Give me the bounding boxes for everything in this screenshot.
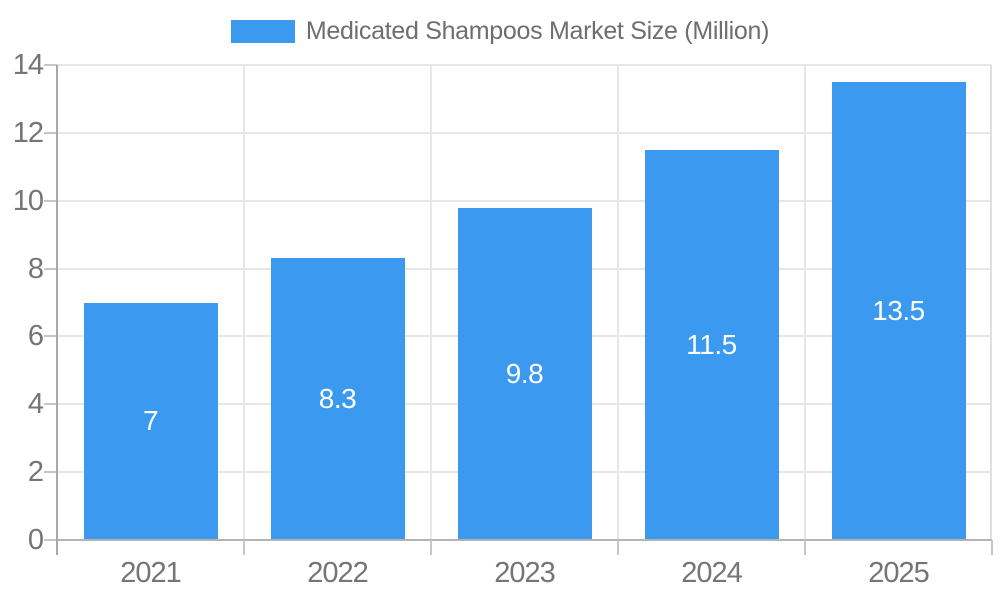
y-tick-label: 14 — [12, 49, 44, 81]
y-axis-tick — [44, 539, 57, 541]
bar[interactable]: 11.5 — [644, 149, 779, 540]
y-axis-tick — [44, 131, 57, 134]
x-axis-tick — [804, 540, 806, 555]
x-axis-tick — [243, 540, 245, 555]
h-gridline — [57, 199, 992, 202]
bar[interactable]: 9.8 — [457, 207, 592, 540]
x-axis-tick — [991, 540, 993, 555]
x-tick-label: 2025 — [868, 557, 930, 589]
y-axis-line — [56, 65, 58, 555]
y-axis-tick — [44, 335, 57, 338]
x-axis-tick — [430, 540, 432, 555]
x-axis-baseline — [57, 539, 992, 541]
bar-value-label: 9.8 — [505, 357, 544, 389]
legend[interactable]: Medicated Shampoos Market Size (Million) — [0, 17, 1000, 46]
plot-right-border — [990, 65, 992, 540]
bar[interactable]: 13.5 — [831, 81, 966, 540]
v-gridline — [243, 65, 245, 540]
h-gridline — [57, 131, 992, 134]
bar[interactable]: 7 — [83, 302, 218, 540]
bar-value-label: 11.5 — [686, 328, 737, 360]
v-gridline — [617, 65, 619, 540]
y-tick-label: 8 — [27, 252, 44, 285]
x-tick-label: 2022 — [307, 557, 369, 589]
y-tick-label: 2 — [27, 456, 44, 489]
bar-value-label: 13.5 — [872, 294, 925, 326]
v-gridline — [804, 65, 806, 540]
y-tick-label: 10 — [12, 184, 44, 217]
y-tick-label: 12 — [12, 116, 44, 149]
bar-value-label: 8.3 — [318, 383, 357, 415]
y-tick-label: 0 — [27, 524, 44, 556]
v-gridline — [430, 65, 432, 540]
x-tick-label: 2023 — [494, 557, 556, 589]
legend-label: Medicated Shampoos Market Size (Million) — [305, 17, 770, 45]
bar[interactable]: 8.3 — [270, 258, 405, 540]
y-axis-tick — [44, 267, 57, 270]
y-tick-label: 6 — [27, 320, 44, 353]
y-axis-tick — [44, 199, 57, 202]
x-tick-label: 2021 — [120, 557, 182, 589]
y-axis-tick — [44, 471, 57, 474]
x-axis-tick — [617, 540, 619, 555]
x-tick-label: 2024 — [681, 557, 743, 589]
h-gridline — [57, 64, 992, 66]
y-axis-tick — [44, 403, 57, 406]
y-axis-tick — [44, 64, 57, 66]
legend-swatch — [230, 20, 295, 43]
y-tick-label: 4 — [27, 388, 44, 421]
bar-value-label: 7 — [142, 405, 159, 437]
